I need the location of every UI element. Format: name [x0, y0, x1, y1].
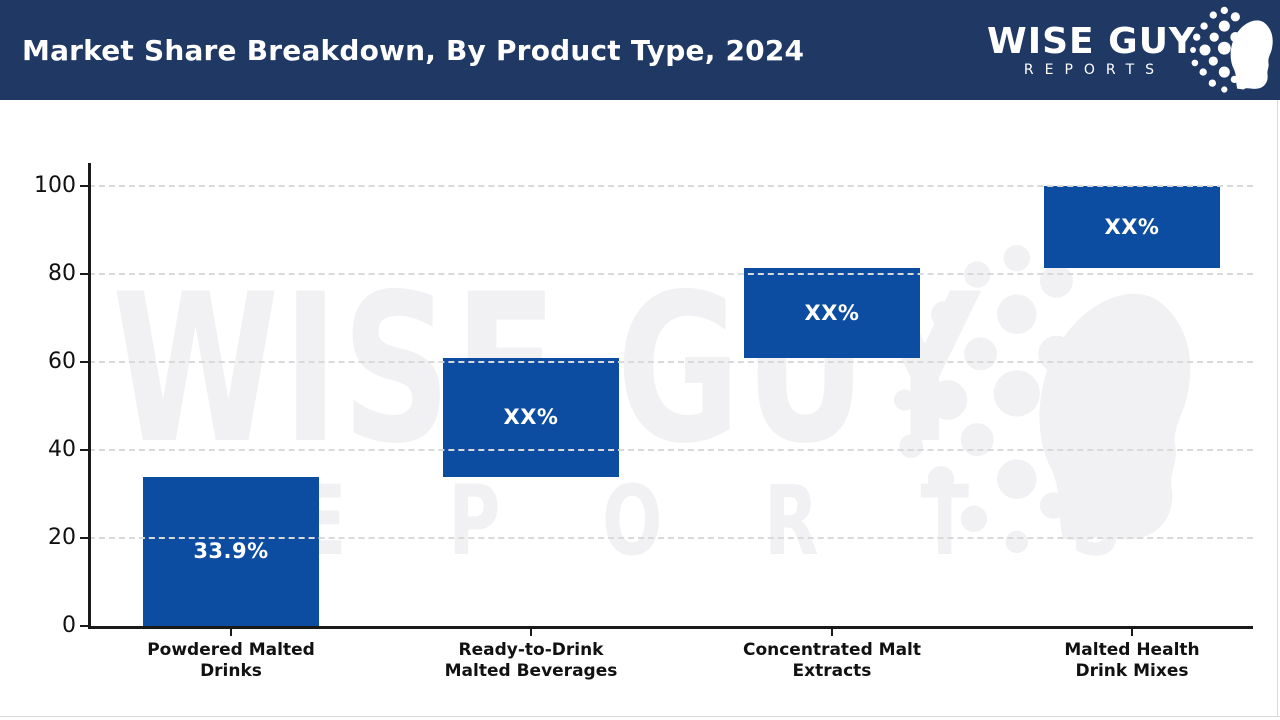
logo-wordmark: WISE GUY	[986, 20, 1196, 62]
logo-head-dots-icon	[1190, 6, 1273, 93]
bar-value-label: XX%	[804, 300, 860, 325]
wise-guy-reports-logo: WISE GUY REPORTS	[987, 4, 1274, 96]
chart-bar: XX%	[443, 357, 619, 477]
chart-title: Market Share Breakdown, By Product Type,…	[22, 33, 805, 67]
y-axis-tick-label: 40	[48, 437, 76, 462]
y-axis-tick	[80, 537, 89, 539]
x-axis-tick	[1131, 628, 1133, 636]
gridline	[89, 185, 1253, 187]
y-axis-spine	[88, 163, 91, 628]
x-axis-tick-label: Ready-to-Drink Malted Beverages	[444, 640, 618, 682]
bar-value-label: XX%	[503, 405, 559, 430]
chart-region: WISE GUY R E P O R T S 33.9% XX% XX% XX% 0 20…	[0, 100, 1280, 720]
gridline	[89, 273, 1253, 275]
x-axis-tick	[831, 628, 833, 636]
gridline	[89, 361, 1253, 363]
gridline	[89, 537, 1253, 539]
gridline	[89, 449, 1253, 451]
x-axis-tick-label: Concentrated Malt Extracts	[742, 640, 922, 682]
y-axis-tick-label: 0	[62, 613, 76, 638]
x-axis-spine	[88, 626, 1253, 629]
x-axis-tick	[530, 628, 532, 636]
logo-wordmark-block: WISE GUY REPORTS	[986, 20, 1196, 78]
bar-value-label: 33.9%	[193, 539, 269, 564]
logo-subtext: REPORTS	[1023, 61, 1166, 78]
chart-bar: 33.9%	[143, 476, 319, 626]
y-axis-tick	[80, 449, 89, 451]
x-axis-tick-label: Malted Health Drink Mixes	[1064, 640, 1200, 682]
y-axis-tick	[80, 361, 89, 363]
y-axis-tick-label: 100	[34, 173, 76, 198]
chart-bar: XX%	[1044, 186, 1220, 268]
x-axis-tick-label: Powdered Malted Drinks	[147, 640, 315, 682]
page-right-border	[1277, 100, 1278, 717]
y-axis-tick-label: 80	[48, 261, 76, 286]
y-axis-tick	[80, 625, 89, 627]
y-axis-tick-label: 20	[48, 525, 76, 550]
chart-bar: XX%	[744, 267, 920, 358]
header-banner: Market Share Breakdown, By Product Type,…	[0, 0, 1280, 100]
page-bottom-border	[0, 716, 1280, 717]
y-axis-tick	[80, 273, 89, 275]
y-axis-tick-label: 60	[48, 349, 76, 374]
bar-value-label: XX%	[1104, 214, 1160, 239]
x-axis-tick	[230, 628, 232, 636]
y-axis-tick	[80, 185, 89, 187]
